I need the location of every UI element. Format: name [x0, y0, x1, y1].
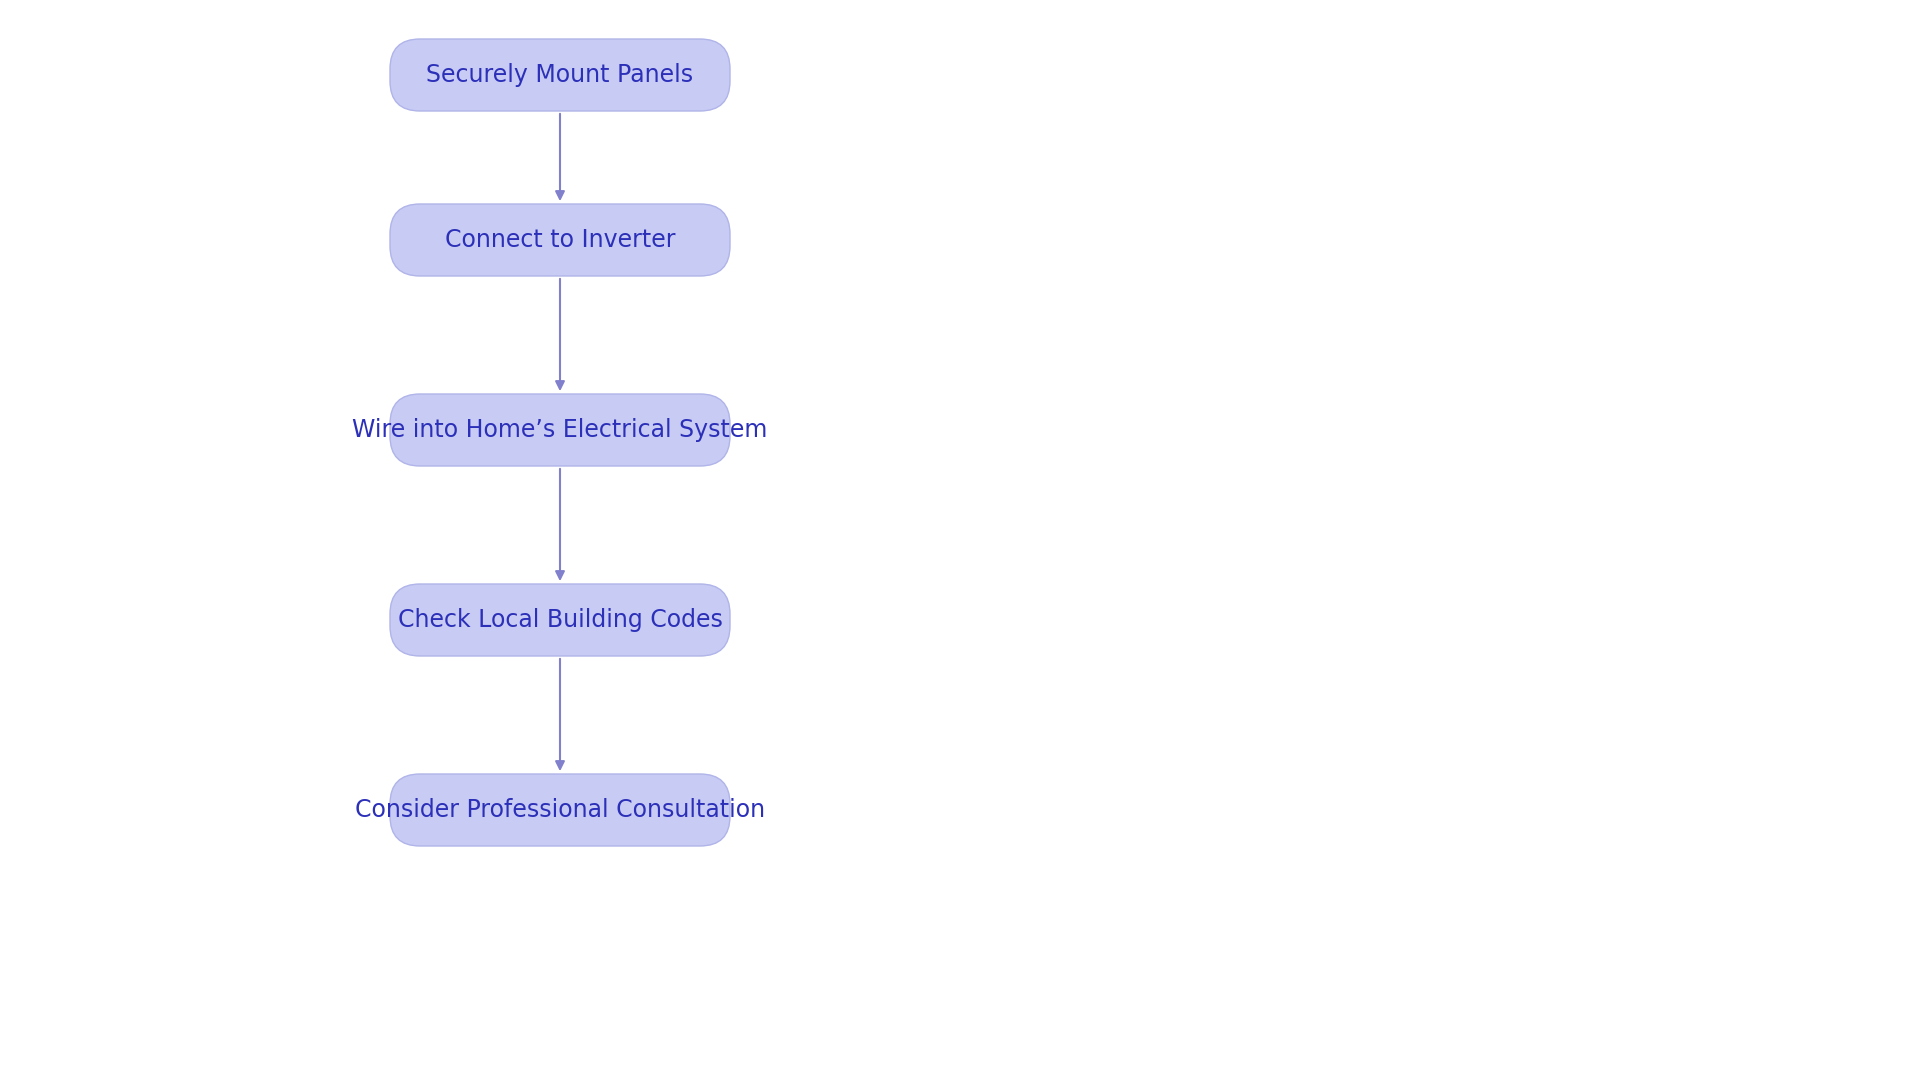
Text: Consider Professional Consultation: Consider Professional Consultation — [355, 798, 764, 822]
Text: Wire into Home’s Electrical System: Wire into Home’s Electrical System — [351, 418, 768, 442]
FancyBboxPatch shape — [390, 39, 730, 110]
FancyBboxPatch shape — [390, 774, 730, 846]
FancyBboxPatch shape — [390, 204, 730, 276]
FancyBboxPatch shape — [390, 394, 730, 466]
Text: Connect to Inverter: Connect to Inverter — [445, 229, 676, 252]
FancyBboxPatch shape — [390, 584, 730, 656]
Text: Check Local Building Codes: Check Local Building Codes — [397, 608, 722, 632]
Text: Securely Mount Panels: Securely Mount Panels — [426, 63, 693, 87]
